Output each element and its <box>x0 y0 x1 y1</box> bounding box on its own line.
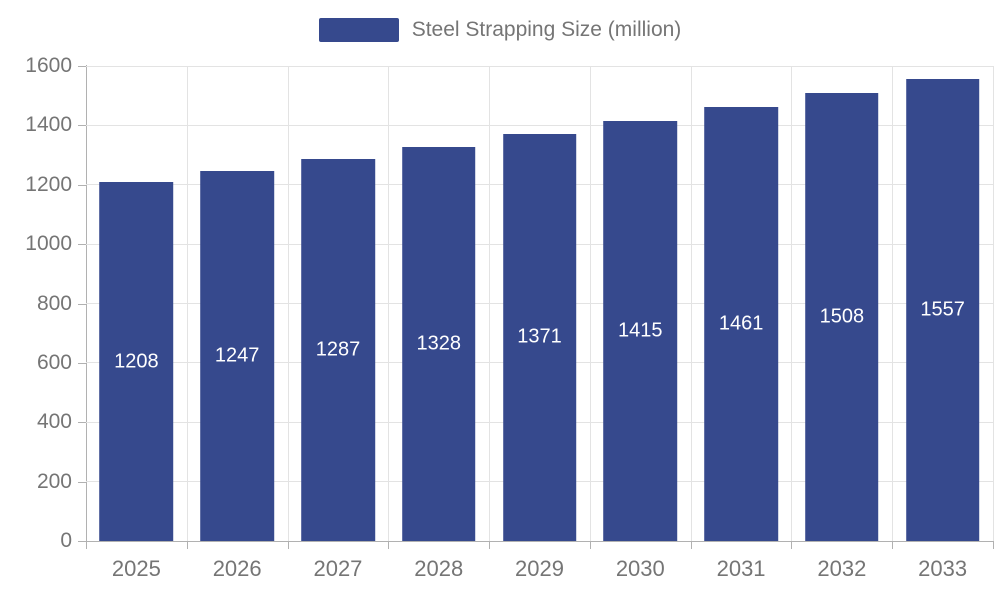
y-tick-label: 1200 <box>25 172 72 196</box>
bar-slot: 1247 <box>187 66 288 541</box>
y-tick-label: 400 <box>36 410 72 434</box>
x-tick-label: 2027 <box>313 556 363 581</box>
x-tick <box>791 541 793 549</box>
bar-slot: 1461 <box>691 66 792 541</box>
legend-swatch-icon <box>318 18 399 42</box>
y-tick-label: 0 <box>60 529 72 552</box>
y-axis-ticks <box>78 66 86 542</box>
bar-value-label: 1328 <box>416 332 461 355</box>
y-axis-labels: 0 200 400 600 800 1000 1200 1400 1600 <box>0 54 72 552</box>
x-tick <box>489 541 491 549</box>
y-tick-label: 200 <box>36 469 72 493</box>
x-tick-label: 2030 <box>615 556 665 581</box>
bar[interactable]: 1247 <box>200 170 274 541</box>
x-tick-label: 2025 <box>111 556 161 581</box>
x-axis-labels: 2025 2026 2027 2028 2029 2030 2031 2032 2033 <box>86 553 993 585</box>
x-tick <box>287 541 289 549</box>
gridline-vertical <box>791 66 793 541</box>
gridline-vertical <box>993 66 994 541</box>
legend-label: Steel Strapping Size (million) <box>411 18 682 41</box>
bar-slot: 1287 <box>288 66 389 541</box>
x-tick-label: 2028 <box>414 556 464 581</box>
bar-slot: 1371 <box>489 66 590 541</box>
bar-slot: 1508 <box>791 66 892 541</box>
x-tick <box>993 541 994 549</box>
bar-value-label: 1287 <box>315 338 361 361</box>
bar-series: 1208 1247 1287 1328 1371 1415 1461 1508 1557 <box>86 66 993 541</box>
y-tick <box>78 481 86 483</box>
y-tick <box>78 244 86 246</box>
gridline-horizontal <box>86 124 993 126</box>
bar-value-label: 1461 <box>718 312 764 335</box>
y-tick-label: 800 <box>36 291 72 315</box>
bar[interactable]: 1328 <box>401 146 476 541</box>
bar-slot: 1208 <box>86 66 187 541</box>
bar[interactable]: 1461 <box>704 107 778 541</box>
bar[interactable]: 1557 <box>905 78 980 541</box>
legend[interactable]: Steel Strapping Size (million) <box>0 15 1000 45</box>
bar-value-label: 1247 <box>214 344 260 367</box>
bar-value-label: 1508 <box>819 305 865 328</box>
bar[interactable]: 1371 <box>502 133 577 541</box>
y-tick <box>78 422 86 424</box>
x-tick-label: 2029 <box>515 556 564 581</box>
y-tick-label: 1000 <box>25 232 72 256</box>
gridline-vertical <box>589 66 591 541</box>
bar-value-label: 1371 <box>517 325 562 348</box>
bar[interactable]: 1287 <box>301 158 375 541</box>
x-tick-label: 2032 <box>817 556 867 581</box>
bar-slot: 1557 <box>892 66 993 541</box>
x-tick <box>690 541 692 549</box>
bar-value-label: 1557 <box>920 298 965 321</box>
gridline-vertical <box>186 66 188 541</box>
gridline-vertical <box>388 66 390 541</box>
x-tick-label: 2033 <box>918 556 968 581</box>
y-tick-label: 1600 <box>25 54 72 77</box>
x-tick <box>589 541 591 549</box>
x-axis-line <box>86 541 994 542</box>
bar-slot: 1328 <box>388 66 489 541</box>
bar[interactable]: 1208 <box>99 182 174 541</box>
plot-area: 1208 1247 1287 1328 1371 1415 1461 1508 1557 <box>86 65 994 541</box>
y-tick <box>78 125 86 127</box>
bar-value-label: 1415 <box>618 319 663 342</box>
bar[interactable]: 1508 <box>805 93 879 541</box>
gridline-vertical <box>489 66 491 541</box>
y-tick-label: 600 <box>36 350 72 374</box>
y-tick <box>78 541 86 542</box>
gridline-vertical <box>287 66 289 541</box>
gridline-horizontal <box>86 65 993 67</box>
x-tick-label: 2026 <box>212 556 262 581</box>
y-tick <box>78 184 86 186</box>
x-tick <box>388 541 390 549</box>
bar-slot: 1415 <box>590 66 691 541</box>
y-tick-label: 1400 <box>25 113 72 137</box>
y-tick <box>78 303 86 305</box>
y-tick <box>78 362 86 364</box>
bar-value-label: 1208 <box>114 350 159 373</box>
bar[interactable]: 1415 <box>603 120 678 541</box>
x-tick <box>86 541 87 549</box>
x-axis-ticks <box>86 541 994 549</box>
gridline-vertical <box>690 66 692 541</box>
x-tick <box>186 541 188 549</box>
y-tick <box>78 66 86 67</box>
x-tick <box>892 541 894 549</box>
x-tick-label: 2031 <box>716 556 766 581</box>
gridline-vertical <box>892 66 894 541</box>
